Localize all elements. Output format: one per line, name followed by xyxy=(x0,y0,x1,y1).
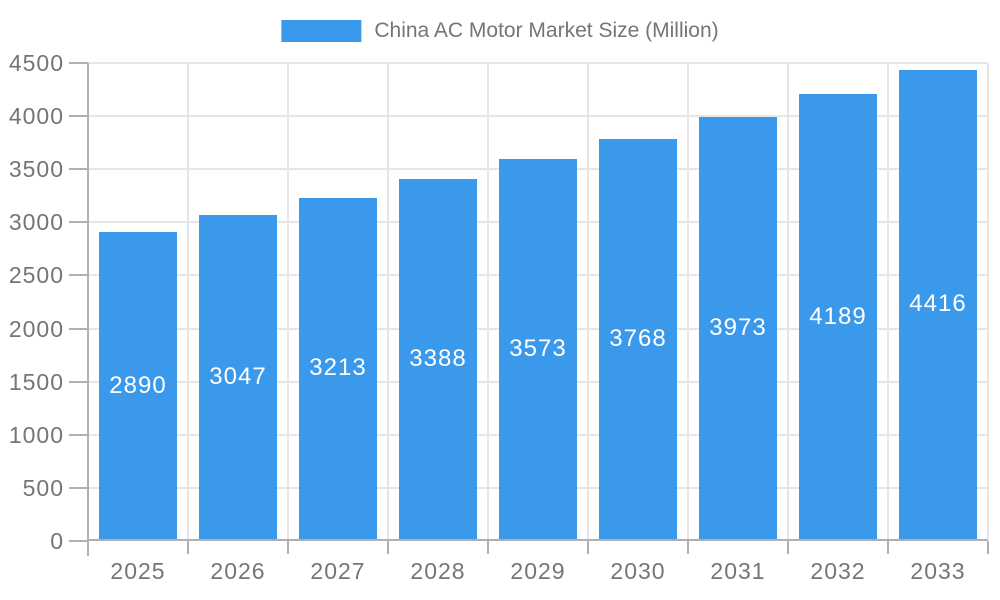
bar-value-label: 3388 xyxy=(409,345,467,373)
legend-label: China AC Motor Market Size (Million) xyxy=(374,19,719,42)
vertical-gridline xyxy=(287,63,289,539)
y-axis-tick-label: 3000 xyxy=(8,209,64,236)
horizontal-gridline xyxy=(88,62,988,64)
bar: 3047 xyxy=(199,215,277,539)
x-axis-tick-label: 2029 xyxy=(510,558,566,584)
x-axis-tick-label: 2032 xyxy=(810,558,866,584)
y-axis-tick xyxy=(69,221,88,224)
bar-value-label: 3973 xyxy=(709,314,767,341)
x-axis-labels: 2025 2026 2027 2028 2029 2030 2031 2032 2033 xyxy=(88,556,988,586)
bar-value-label: 3047 xyxy=(209,363,267,391)
x-axis-tick-label: 2033 xyxy=(910,558,966,584)
legend-swatch[interactable] xyxy=(281,20,362,42)
vertical-gridline xyxy=(987,63,989,539)
plot-area: 2890 3047 3213 3388 3573 3768 3973 4189 4416 xyxy=(69,62,989,556)
x-axis-tick-label: 2026 xyxy=(210,558,266,584)
bar: 4416 xyxy=(899,69,977,539)
x-axis-tick xyxy=(287,541,289,554)
vertical-gridline xyxy=(487,63,489,539)
y-axis-tick-label: 2500 xyxy=(8,262,64,289)
bar-value-label: 3573 xyxy=(509,335,567,363)
bar: 3768 xyxy=(599,138,677,539)
x-axis-tick xyxy=(187,541,189,554)
y-axis-tick-label: 3500 xyxy=(8,156,64,183)
vertical-gridline xyxy=(887,63,889,539)
x-axis-tick-label: 2027 xyxy=(310,558,366,584)
vertical-gridline xyxy=(187,63,189,539)
y-axis-tick xyxy=(69,433,88,436)
y-axis-tick xyxy=(69,168,88,171)
bar-value-label: 2890 xyxy=(109,371,167,399)
y-axis-tick xyxy=(69,380,88,383)
y-axis-tick xyxy=(69,274,88,277)
horizontal-gridline xyxy=(88,115,988,118)
x-axis-tick xyxy=(387,541,389,554)
x-axis-tick-label: 2025 xyxy=(110,558,166,584)
y-axis-tick-label: 4000 xyxy=(8,103,64,130)
x-axis-tick xyxy=(587,541,589,554)
vertical-gridline xyxy=(787,63,789,539)
bar: 4189 xyxy=(799,94,877,539)
vertical-gridline xyxy=(687,63,689,539)
bar: 3213 xyxy=(299,197,377,539)
y-axis-tick xyxy=(69,327,88,330)
bar-value-label: 4189 xyxy=(809,302,867,330)
vertical-gridline xyxy=(387,63,389,539)
x-axis-tick xyxy=(787,541,789,554)
bar: 3388 xyxy=(399,179,477,539)
vertical-gridline xyxy=(587,63,589,539)
bar: 3573 xyxy=(499,159,577,539)
y-axis-line xyxy=(87,63,89,556)
x-axis-tick xyxy=(887,541,889,554)
x-axis-tick-label: 2030 xyxy=(610,558,666,584)
x-axis-tick-label: 2031 xyxy=(710,558,766,584)
y-axis-tick-label: 500 xyxy=(22,474,64,501)
y-axis-labels: 0 500 1000 1500 2000 2500 3000 3500 4000 4500 xyxy=(0,50,64,554)
x-axis-tick-label: 2028 xyxy=(410,558,466,584)
x-axis-tick xyxy=(987,541,989,554)
y-axis-tick-label: 2000 xyxy=(8,315,64,342)
y-axis-tick-label: 4500 xyxy=(8,50,64,76)
y-axis-tick-label: 1500 xyxy=(8,368,64,395)
y-axis-tick xyxy=(69,540,88,542)
x-axis-tick xyxy=(487,541,489,554)
x-axis-line xyxy=(88,539,988,541)
bar-value-label: 3213 xyxy=(309,354,367,382)
bar: 3973 xyxy=(699,116,777,539)
x-axis-tick xyxy=(687,541,689,554)
legend[interactable]: China AC Motor Market Size (Million) xyxy=(281,19,719,42)
y-axis-tick-label: 0 xyxy=(50,528,64,554)
y-axis-tick xyxy=(69,62,88,64)
y-axis-tick-label: 1000 xyxy=(8,421,64,448)
bar-value-label: 3768 xyxy=(609,324,667,352)
y-axis-tick xyxy=(69,486,88,489)
bar: 2890 xyxy=(99,232,177,539)
y-axis-tick xyxy=(69,115,88,118)
bar-value-label: 4416 xyxy=(909,290,967,318)
